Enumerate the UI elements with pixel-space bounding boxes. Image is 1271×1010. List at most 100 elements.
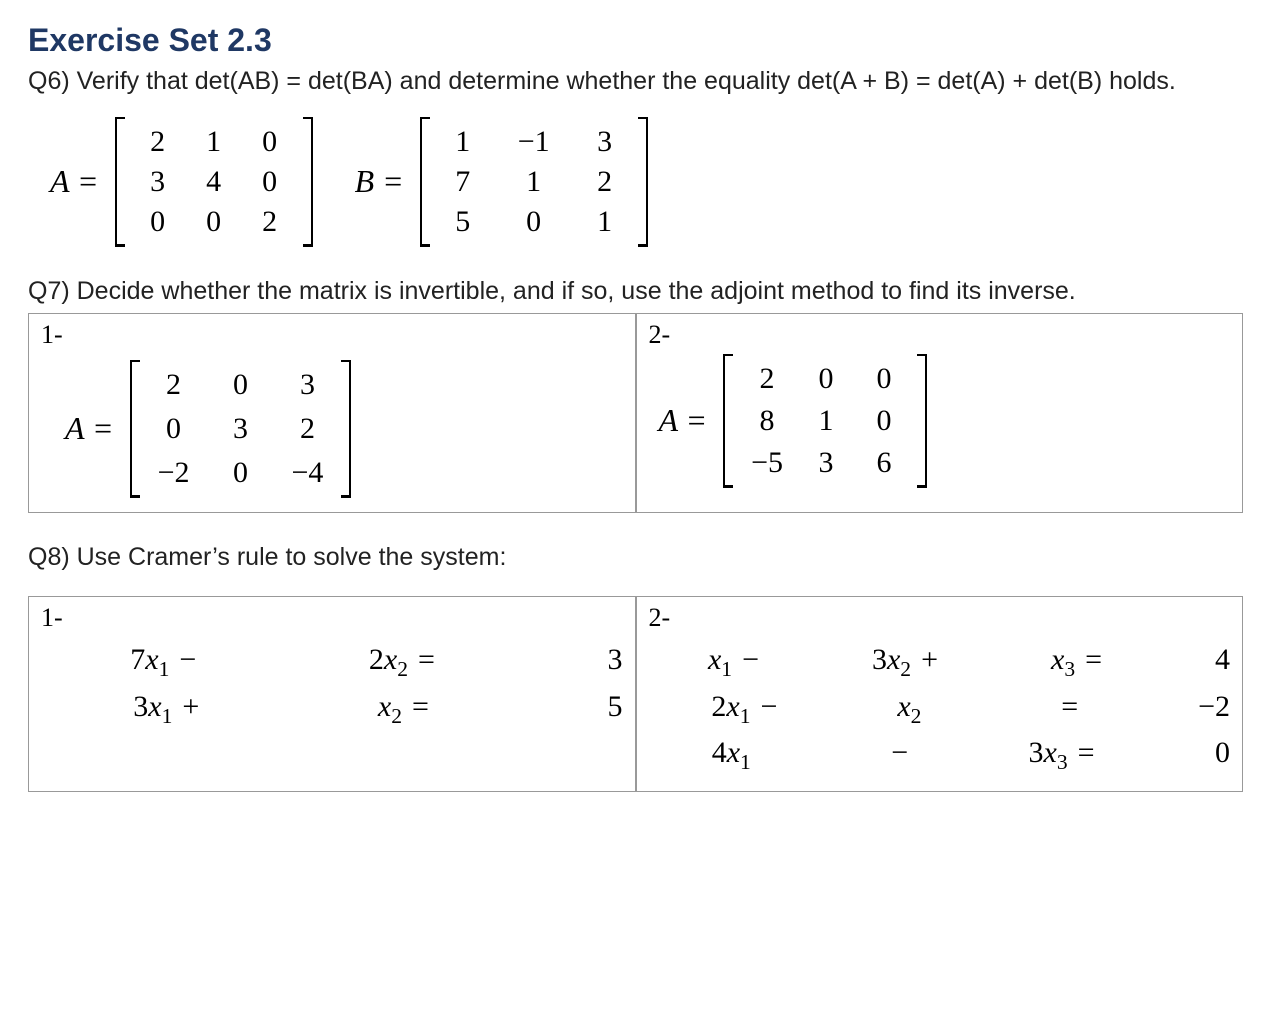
q7-item2-label: 2- bbox=[649, 320, 1231, 350]
q7-matrix-A2-wrap: A = 200810−536 bbox=[659, 354, 1231, 488]
q8-system-1: 7x1−2x2=33x1+x2=5 bbox=[41, 637, 623, 730]
equation-term: − bbox=[742, 637, 810, 684]
bracket-right-icon bbox=[917, 354, 931, 488]
q8-cell-1: 1- 7x1−2x2=33x1+x2=5 bbox=[28, 596, 636, 792]
equation-row: 3x1+x2=5 bbox=[49, 684, 623, 731]
q7-cell-2: 2- A = 200810−536 bbox=[636, 313, 1244, 513]
equation-term: 4x1 bbox=[657, 730, 751, 777]
matrix-cell: 2 bbox=[143, 125, 173, 159]
matrix-cell: 8 bbox=[751, 404, 783, 438]
matrix-cell: 0 bbox=[811, 362, 841, 396]
q7-table: 1- A = 203032−20−4 2- A = 200810−536 bbox=[28, 313, 1243, 513]
q7-A1-grid: 2 0 3 0 3 2 −2 0 −4 bbox=[152, 360, 330, 498]
bracket-right-icon bbox=[638, 117, 652, 247]
page-title: Exercise Set 2.3 bbox=[28, 22, 1243, 59]
q8-item1-label: 1- bbox=[41, 603, 623, 633]
matrix-cell: 1 bbox=[590, 205, 620, 239]
matrix-cell: 3 bbox=[811, 446, 841, 480]
q7-A2-label: A = bbox=[659, 402, 708, 439]
matrix-cell: 3 bbox=[291, 368, 323, 402]
matrix-cell: 0 bbox=[869, 404, 899, 438]
matrix-cell: 2 bbox=[590, 165, 620, 199]
matrix-cell: 0 bbox=[199, 205, 229, 239]
equation-term: 7x1 bbox=[49, 637, 169, 684]
matrix-cell: 1 bbox=[199, 125, 229, 159]
equation-term: 0 bbox=[1160, 730, 1230, 777]
equation-term: = bbox=[418, 637, 516, 684]
equation-term: x2 bbox=[294, 684, 402, 731]
bracket-left-icon bbox=[416, 117, 430, 247]
equation-term: − bbox=[761, 684, 833, 731]
equation-term: 3x2 bbox=[820, 637, 911, 684]
q6-matrix-A: A = 210340002 bbox=[50, 117, 317, 247]
matrix-cell: 0 bbox=[225, 456, 255, 490]
equation-term: − bbox=[891, 730, 963, 777]
equation-term: 5 bbox=[523, 684, 622, 731]
q8-table: 1- 7x1−2x2=33x1+x2=5 2- x1−3x2+x3=42x1−x… bbox=[28, 596, 1243, 792]
matrix-cell: 4 bbox=[199, 165, 229, 199]
matrix-cell: 0 bbox=[158, 412, 190, 446]
matrix-cell: 2 bbox=[291, 412, 323, 446]
equation-term: = bbox=[412, 684, 513, 731]
matrix-cell: 3 bbox=[225, 412, 255, 446]
matrix-cell: −5 bbox=[751, 446, 783, 480]
equation-term: + bbox=[182, 684, 283, 731]
matrix-cell: 0 bbox=[255, 165, 285, 199]
equation-term: = bbox=[1078, 730, 1150, 777]
q7-prompt: Q7) Decide whether the matrix is inverti… bbox=[28, 275, 1243, 309]
equation-term: 2x1 bbox=[657, 684, 751, 731]
bracket-left-icon bbox=[126, 360, 140, 498]
page: Exercise Set 2.3 Q6) Verify that det(AB)… bbox=[0, 0, 1271, 814]
q7-cell-1: 1- A = 2 0 3 0 3 2 −2 0 −4 bbox=[28, 313, 636, 513]
matrix-cell: 1 bbox=[448, 125, 478, 159]
equation-term: 4 bbox=[1164, 637, 1230, 684]
matrix-cell: 5 bbox=[448, 205, 478, 239]
equation-term: 3 bbox=[526, 637, 622, 684]
q6-A-grid: 210340002 bbox=[137, 117, 291, 247]
q6-A-label: A = bbox=[50, 163, 99, 200]
q8-item2-label: 2- bbox=[649, 603, 1231, 633]
matrix-cell: 0 bbox=[255, 125, 285, 159]
equation-term: = bbox=[1061, 684, 1133, 731]
matrix-cell: 3 bbox=[143, 165, 173, 199]
equation-term: x2 bbox=[842, 684, 921, 731]
bracket-left-icon bbox=[111, 117, 125, 247]
equation-term: + bbox=[921, 637, 989, 684]
equation-row: 2x1−x2 =−2 bbox=[657, 684, 1231, 731]
matrix-cell: 6 bbox=[869, 446, 899, 480]
matrix-cell: 0 bbox=[143, 205, 173, 239]
matrix-cell: 3 bbox=[590, 125, 620, 159]
equation-row: 7x1−2x2=3 bbox=[49, 637, 623, 684]
matrix-cell: 0 bbox=[225, 368, 255, 402]
q6-prompt: Q6) Verify that det(AB) = det(BA) and de… bbox=[28, 65, 1243, 99]
matrix-cell: 1 bbox=[518, 165, 550, 199]
equation-row: 4x1 −3x3=0 bbox=[657, 730, 1231, 777]
matrix-cell: 0 bbox=[869, 362, 899, 396]
equation-row: x1−3x2+x3=4 bbox=[657, 637, 1231, 684]
matrix-cell: 2 bbox=[751, 362, 783, 396]
q8-cell-2: 2- x1−3x2+x3=42x1−x2=−24x1−3x3=0 bbox=[636, 596, 1244, 792]
bracket-right-icon bbox=[341, 360, 355, 498]
equation-term: x3 bbox=[1000, 637, 1076, 684]
equation-term: −2 bbox=[1143, 684, 1230, 731]
equation-term: = bbox=[1085, 637, 1153, 684]
matrix-cell: 2 bbox=[158, 368, 190, 402]
q7-matrix-A1-wrap: A = 2 0 3 0 3 2 −2 0 −4 bbox=[65, 360, 623, 498]
equation-term: 2x2 bbox=[288, 637, 408, 684]
equation-term: − bbox=[179, 637, 277, 684]
equation-term: 3x3 bbox=[973, 730, 1067, 777]
bracket-left-icon bbox=[719, 354, 733, 488]
q7-A2-grid: 200810−536 bbox=[745, 354, 905, 488]
matrix-cell: −4 bbox=[291, 456, 323, 490]
q7-item1-label: 1- bbox=[41, 320, 623, 350]
matrix-cell: −2 bbox=[158, 456, 190, 490]
matrix-cell: 1 bbox=[811, 404, 841, 438]
q8-system-2: x1−3x2+x3=42x1−x2=−24x1−3x3=0 bbox=[649, 637, 1231, 777]
matrix-cell: 0 bbox=[518, 205, 550, 239]
equation-term: x1 bbox=[657, 637, 733, 684]
q7-A1-label: A = bbox=[65, 410, 114, 447]
q6-B-grid: 1−13712501 bbox=[442, 117, 626, 247]
matrix-cell: 2 bbox=[255, 205, 285, 239]
matrix-cell: 7 bbox=[448, 165, 478, 199]
q6-matrices-row: A = 210340002 B = 1−13712501 bbox=[50, 117, 1243, 247]
